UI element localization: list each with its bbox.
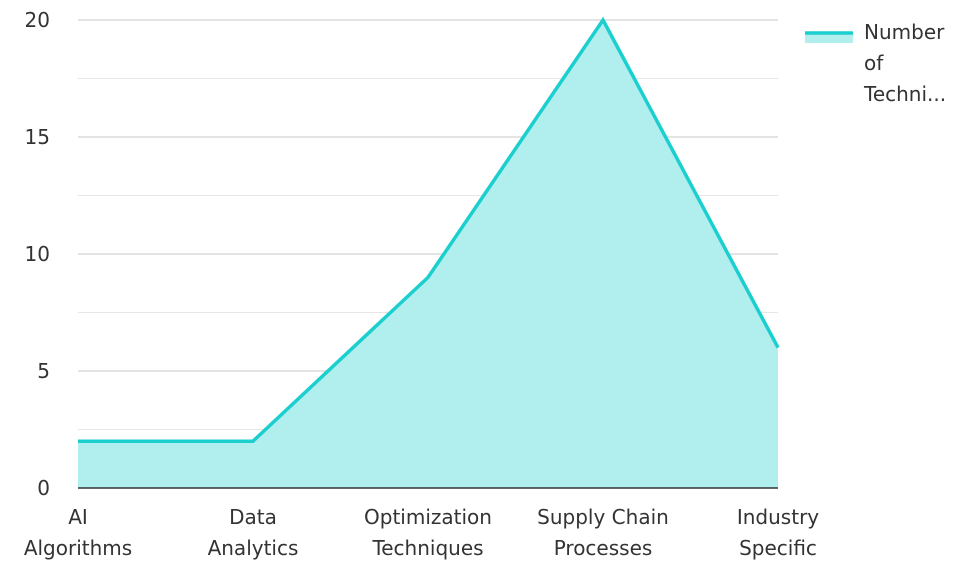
x-tick-label: AI Algorithms (24, 505, 132, 560)
legend-label: Number of Techni... (863, 20, 946, 106)
legend-swatch-fill (805, 34, 853, 43)
area-layer (78, 16, 780, 488)
legend: Number of Techni... (805, 20, 946, 106)
x-tick-label: Data Analytics (208, 505, 299, 560)
x-tick-labels: AI Algorithms Data Analytics Optimization Tec… (24, 505, 819, 560)
y-tick-label: 15 (25, 125, 50, 149)
x-tick-label: Optimization Techniques (364, 505, 492, 560)
y-tick-label: 10 (25, 242, 50, 266)
series-area-fill (78, 20, 778, 488)
x-tick-label: Industry Specific (737, 505, 819, 560)
y-tick-label: 0 (37, 476, 50, 500)
series-line (78, 16, 780, 443)
y-tick-label: 5 (37, 359, 50, 383)
y-tick-label: 20 (25, 8, 50, 32)
x-tick-label: Supply Chain Processes (537, 505, 669, 560)
y-tick-labels: 0 5 10 15 20 (25, 8, 50, 500)
